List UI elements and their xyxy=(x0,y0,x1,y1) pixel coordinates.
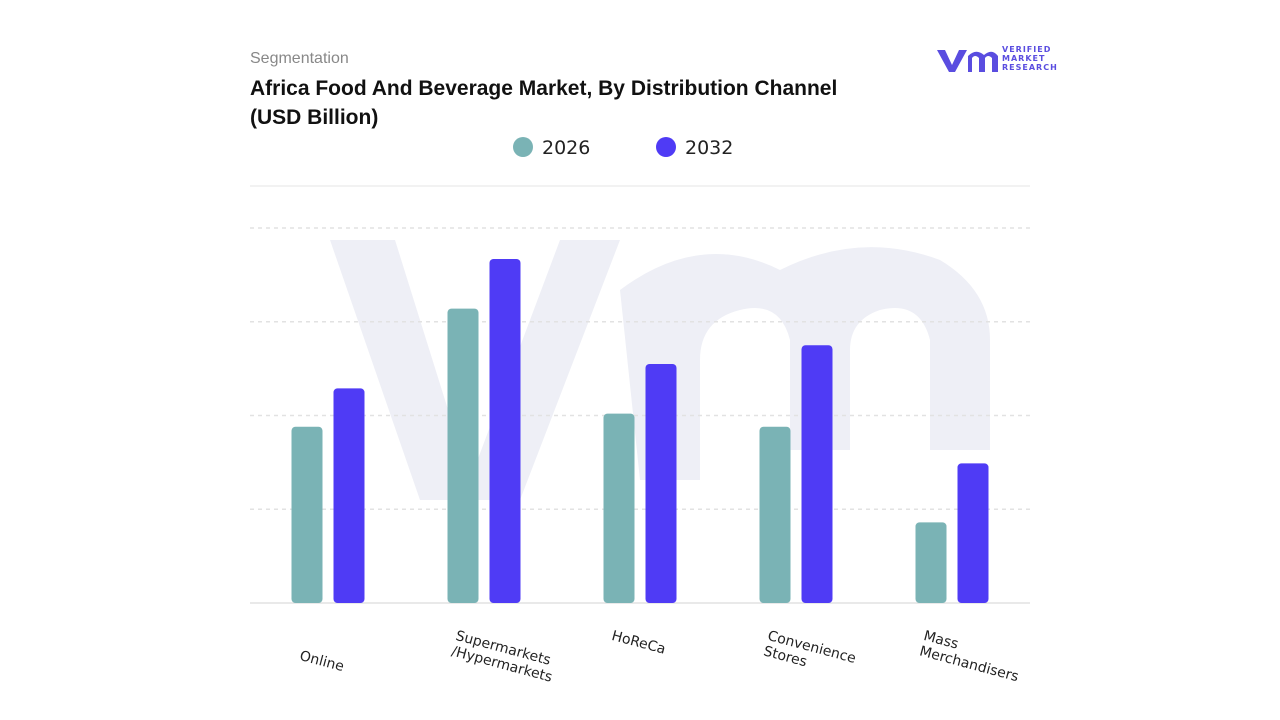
bar xyxy=(957,463,989,603)
legend-swatch xyxy=(513,137,533,157)
bar xyxy=(915,522,947,603)
chart-title: Africa Food And Beverage Market, By Dist… xyxy=(250,77,838,129)
legend-swatch xyxy=(656,137,676,157)
bar xyxy=(801,345,833,603)
bar xyxy=(447,308,479,603)
logo-line: RESEARCH xyxy=(1002,63,1058,72)
bar xyxy=(645,363,677,603)
logo-text: VERIFIED MARKET RESEARCH xyxy=(1002,45,1058,72)
bar xyxy=(333,388,365,603)
bar xyxy=(759,426,791,603)
logo-line: MARKET xyxy=(1002,54,1046,63)
bar xyxy=(603,413,635,603)
subtitle: Segmentation xyxy=(250,50,349,67)
bar xyxy=(489,258,521,603)
logo-line: VERIFIED xyxy=(1002,45,1052,54)
legend-label: 2026 xyxy=(542,137,590,159)
legend-label: 2032 xyxy=(685,137,733,159)
logo-mark xyxy=(937,50,998,72)
bar xyxy=(291,426,323,603)
